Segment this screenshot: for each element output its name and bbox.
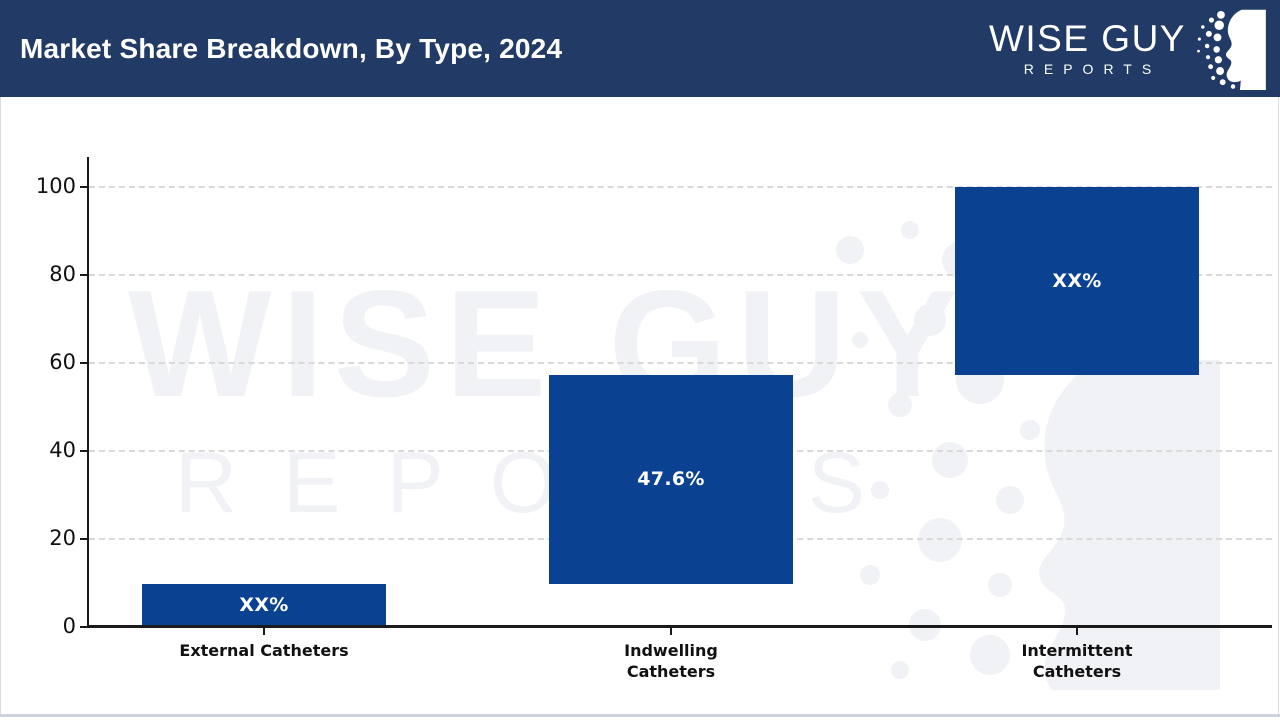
bar-indwelling-catheters: 47.6% [549,374,793,584]
y-tick-mark-80 [80,273,87,276]
bar-intermittent-catheters: XX% [955,187,1199,375]
footer-strip [0,714,1280,717]
wiseguy-logo: WISE GUY REPORTS [989,8,1266,90]
x-tick-label-line: Catheters [1032,662,1122,681]
x-tick-label-indwelling: Indwelling Catheters [624,640,718,682]
x-tick-mark [263,628,265,635]
bar-value-label: 47.6% [637,468,705,491]
y-tick-mark-20 [80,537,87,540]
content-frame [0,97,1279,717]
bar-external-catheters: XX% [142,583,386,627]
bar-value-label: XX% [1052,269,1102,292]
y-tick-mark-40 [80,449,87,452]
x-tick-mark [1076,628,1078,635]
y-tick-label-0: 0 [62,613,76,638]
gridline-60 [89,361,1272,364]
x-tick-label-line: Intermittent [1021,641,1133,660]
wiseguy-logo-text: WISE GUY REPORTS [988,18,1186,78]
y-tick-label-80: 80 [49,261,76,286]
header-bar: Market Share Breakdown, By Type, 2024 WI… [0,0,1280,97]
y-tick-label-40: 40 [49,437,76,462]
y-tick-mark-100 [80,186,87,188]
y-tick-label-20: 20 [49,525,76,550]
x-tick-mark [670,628,672,635]
y-tick-mark-0 [80,625,87,628]
wiseguy-logo-face-icon [1197,9,1266,90]
y-tick-mark-60 [80,361,87,364]
gridline-80 [89,273,1272,276]
y-tick-label-60: 60 [49,349,76,374]
y-axis-line [87,157,89,627]
gridline-100 [89,186,1272,188]
wiseguy-logo-subtitle: REPORTS [1023,61,1162,77]
wiseguy-logo-wordmark: WISE GUY [988,18,1186,59]
x-axis-line [87,625,1272,628]
x-tick-label-intermittent: Intermittent Catheters [1021,640,1132,682]
x-tick-label-line: Indwelling [624,641,718,660]
y-tick-label-100: 100 [35,174,76,198]
page-title: Market Share Breakdown, By Type, 2024 [20,32,563,64]
watermark-wordmark: WISE GUY [128,259,969,429]
x-tick-label-line: External Catheters [179,641,349,660]
x-tick-label-external: External Catheters [179,640,348,661]
bar-value-label: XX% [239,594,289,617]
x-tick-label-line: Catheters [626,662,716,681]
